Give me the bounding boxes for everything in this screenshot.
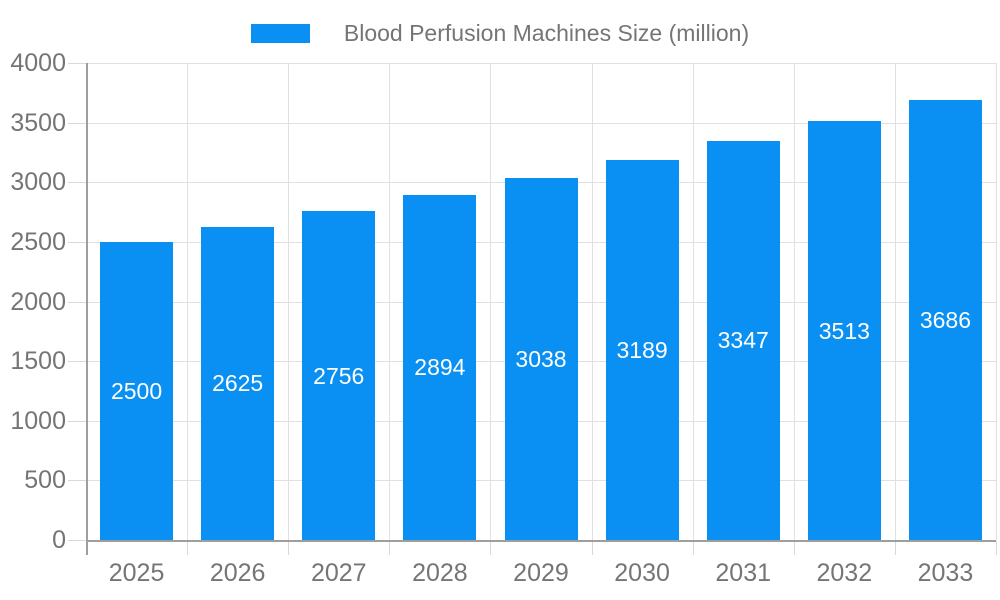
v-gridline: [793, 63, 795, 540]
x-axis-tick: [996, 541, 997, 555]
x-axis-tick-label: 2026: [209, 559, 266, 587]
v-gridline: [894, 63, 896, 540]
y-axis-tick-label: 4000: [10, 49, 66, 77]
bar-2026[interactable]: [201, 226, 275, 540]
y-axis-line: [86, 63, 88, 555]
x-axis-tick-label: 2029: [513, 559, 569, 587]
x-axis-tick: [187, 541, 189, 555]
x-axis-tick-label: 2033: [917, 559, 974, 587]
bar-value-label: 3038: [515, 345, 567, 372]
y-axis-tick-label: 500: [24, 466, 66, 495]
h-gridline: [86, 63, 996, 64]
y-axis-tick: [68, 480, 86, 482]
bar-value-label: 3513: [818, 317, 870, 344]
x-axis-tick-label: 2025: [108, 559, 165, 587]
bar-value-label: 2894: [414, 354, 466, 381]
legend-swatch: [250, 23, 310, 43]
v-gridline: [389, 63, 391, 540]
y-axis-tick-label: 1000: [10, 406, 66, 435]
y-axis-tick-label: 3000: [10, 168, 66, 197]
bar-value-label: 3686: [919, 307, 972, 334]
y-axis-tick-label: 2000: [10, 287, 66, 316]
v-gridline: [187, 63, 189, 540]
y-axis-tick-label: 0: [52, 526, 66, 554]
y-axis-tick: [68, 420, 86, 422]
y-axis-tick: [68, 182, 86, 184]
x-axis-tick-label: 2027: [310, 559, 367, 587]
bar-2028[interactable]: [403, 194, 477, 540]
y-axis-tick: [68, 301, 86, 303]
y-axis-tick-label: 1500: [10, 347, 66, 376]
bar-value-label: 2625: [212, 370, 264, 397]
bar-2029[interactable]: [504, 177, 578, 540]
bar-value-label: 2756: [313, 362, 365, 389]
x-axis-tick-label: 2031: [715, 559, 772, 587]
x-axis-tick: [793, 541, 795, 555]
legend[interactable]: Blood Perfusion Machines Size (million): [0, 20, 1000, 46]
x-axis-line: [86, 540, 996, 542]
v-gridline: [591, 63, 593, 540]
v-gridline: [288, 63, 290, 540]
x-axis-tick-label: 2028: [412, 559, 468, 587]
bar-value-label: 2500: [110, 377, 163, 404]
x-axis-tick: [591, 541, 593, 555]
x-axis-tick-label: 2030: [614, 559, 670, 587]
x-axis-tick: [894, 541, 896, 555]
bar-2033[interactable]: [908, 100, 982, 540]
v-gridline: [996, 63, 997, 540]
bar-value-label: 3189: [616, 336, 668, 363]
bar-2032[interactable]: [807, 121, 881, 540]
bar-2025[interactable]: [100, 241, 174, 540]
y-axis-tick: [68, 540, 86, 541]
bar-2031[interactable]: [706, 140, 780, 540]
x-axis-tick: [288, 541, 290, 555]
y-axis-tick: [68, 361, 86, 363]
y-axis-tick: [68, 241, 86, 243]
y-axis-tick: [68, 122, 86, 124]
legend-label: Blood Perfusion Machines Size (million): [343, 19, 750, 46]
y-axis-tick-label: 3500: [10, 108, 66, 137]
y-axis-tick-label: 2500: [10, 227, 66, 256]
h-gridline: [86, 122, 996, 124]
bar-2027[interactable]: [302, 211, 376, 540]
x-axis-tick: [389, 541, 391, 555]
v-gridline: [490, 63, 492, 540]
v-gridline: [692, 63, 694, 540]
x-axis-tick-label: 2032: [816, 559, 873, 587]
y-axis-tick: [68, 63, 86, 64]
x-axis-tick: [490, 541, 492, 555]
bar-2030[interactable]: [605, 159, 679, 540]
bar-value-label: 3347: [717, 327, 769, 354]
x-axis-tick: [692, 541, 694, 555]
